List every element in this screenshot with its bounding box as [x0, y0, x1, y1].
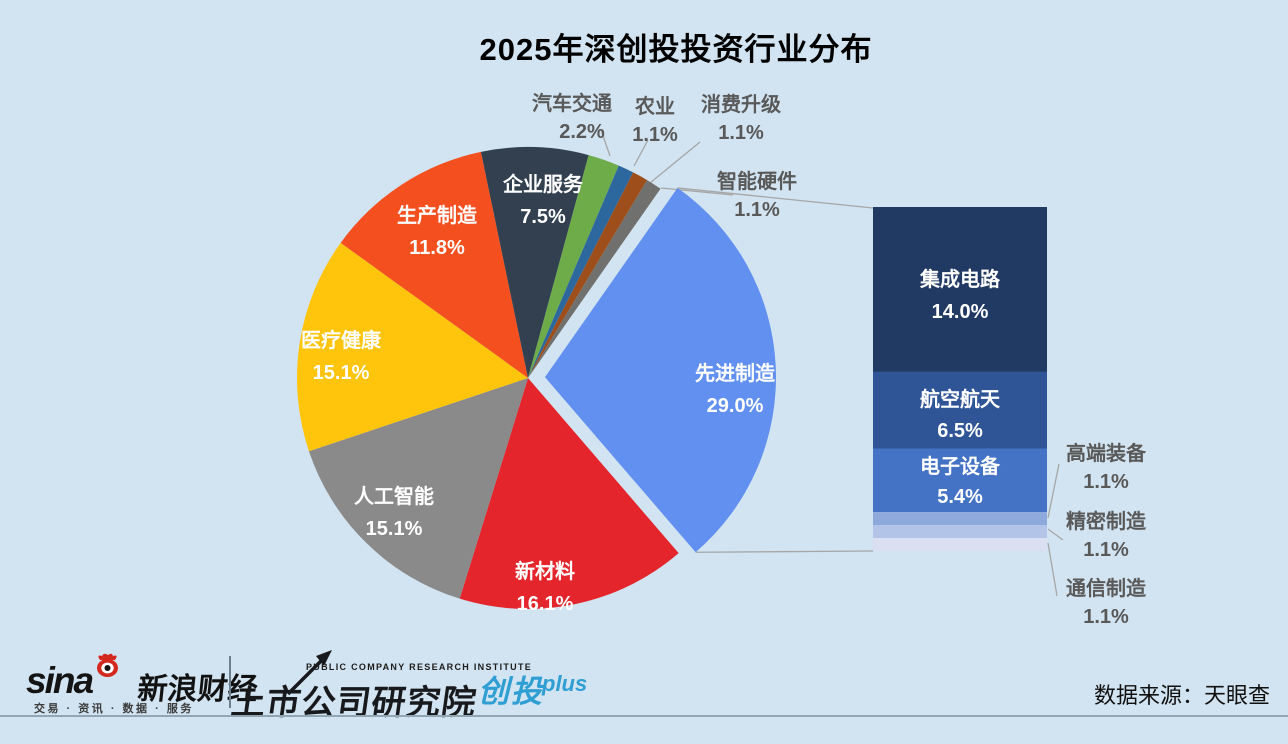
pie-slice-4: [340, 151, 528, 378]
pie-slice-0: [544, 187, 776, 553]
pie-slice-value-8: 1.1%: [718, 122, 764, 144]
page-title: 2025年深创投投资行业分布: [479, 32, 873, 67]
pie-slice-name-6: 汽车交通: [532, 91, 612, 115]
pie-slice-3: [297, 242, 528, 452]
arrow-up-icon: [286, 650, 332, 696]
leader-line-precision-mfg: [1047, 528, 1064, 541]
leader-line-highend-equipment: [1047, 463, 1060, 519]
pie-slice-name-9: 智能硬件: [717, 169, 797, 193]
bar-segment-name-5: 通信制造: [1066, 576, 1147, 600]
pie-slice-6: [528, 155, 619, 378]
pie-slice-name-1: 新材料: [515, 559, 575, 583]
leader-line-car-transport: [600, 129, 611, 157]
bar-segment-name-4: 精密制造: [1066, 509, 1147, 533]
footer-horizontal-divider: [0, 715, 1288, 717]
pie-slice-name-3: 医疗健康: [301, 328, 382, 352]
pie-slice-name-8: 消费升级: [701, 92, 781, 116]
pie-slice-name-5: 企业服务: [502, 172, 584, 196]
institute-logo: PUBLIC COMPANY RESEARCH INSTITUTE 上市公司研究…: [229, 650, 572, 722]
bar-segment-2: [873, 448, 1047, 513]
sina-eye-icon: [97, 653, 118, 677]
bar-segment-name-3: 高端装备: [1066, 441, 1147, 465]
chuangtou-plus-logo: 创投plus: [478, 666, 587, 711]
chuangtou-text: 创投: [478, 674, 544, 709]
data-source-text: 数据来源：天眼查: [1093, 683, 1270, 708]
pie-slice-1: [459, 378, 679, 609]
bar-segment-5: [873, 538, 1047, 551]
plus-text: plus: [542, 671, 588, 696]
bar-segment-3: [873, 512, 1047, 526]
bar-segment-name-1: 航空航天: [920, 387, 1001, 411]
pie-slice-name-4: 生产制造: [397, 203, 478, 227]
bar-segment-value-3: 1.1%: [1083, 471, 1129, 493]
bar-segment-name-0: 集成电路: [919, 267, 1001, 291]
bar-segment-0: [873, 207, 1047, 372]
pie-slice-value-5: 7.5%: [520, 206, 566, 228]
bar-segment-4: [873, 525, 1047, 539]
pie-slice-value-0: 29.0%: [707, 395, 764, 417]
pie-slice-9: [528, 180, 661, 378]
leader-line-agriculture: [633, 139, 649, 167]
bar-segment-value-2: 5.4%: [937, 486, 983, 508]
bar-segment-value-0: 14.0%: [932, 301, 989, 323]
bar-segment-value-4: 1.1%: [1083, 539, 1129, 561]
bar-segment-name-2: 电子设备: [920, 454, 1001, 478]
pie-slice-value-9: 1.1%: [734, 199, 780, 221]
pie-slice-value-4: 11.8%: [409, 237, 465, 259]
bar-segment-value-5: 1.1%: [1083, 606, 1129, 628]
footer-vertical-divider: [229, 656, 231, 708]
pie-slice-value-3: 15.1%: [313, 362, 370, 384]
pie-slice-name-0: 先进制造: [695, 361, 776, 385]
pie-slice-name-2: 人工智能: [354, 484, 434, 508]
institute-name-cn: 上市公司研究院: [228, 684, 480, 722]
sina-tagline: 交易 · 资讯 · 数据 · 服务: [34, 703, 194, 715]
sina-finance-logo: sina 新浪财经 交易 · 资讯 · 数据 · 服务: [26, 653, 259, 715]
pie-slice-8: [528, 172, 648, 378]
pie-slice-value-2: 15.1%: [366, 518, 423, 540]
pie-slice-value-6: 2.2%: [559, 121, 605, 143]
leader-line-comm-mfg: [1047, 542, 1058, 597]
pie-slice-value-1: 16.1%: [517, 593, 574, 615]
leader-line-consumer-upgrade: [649, 141, 701, 184]
pie-slice-5: [480, 147, 589, 378]
pie-slice-2: [308, 378, 528, 599]
bar-connector-top: [677, 187, 874, 209]
pie-slice-name-7: 农业: [634, 94, 675, 118]
institute-name-en: PUBLIC COMPANY RESEARCH INSTITUTE: [306, 662, 533, 672]
sina-wordmark: sina: [26, 660, 94, 701]
bar-segment-1: [873, 371, 1047, 449]
pie-slice-value-7: 1.1%: [632, 124, 678, 146]
leader-line-smart-hardware: [660, 187, 734, 196]
bar-connector-bottom: [695, 550, 874, 553]
bar-segment-value-1: 6.5%: [937, 420, 983, 442]
pie-slice-7: [528, 165, 634, 378]
